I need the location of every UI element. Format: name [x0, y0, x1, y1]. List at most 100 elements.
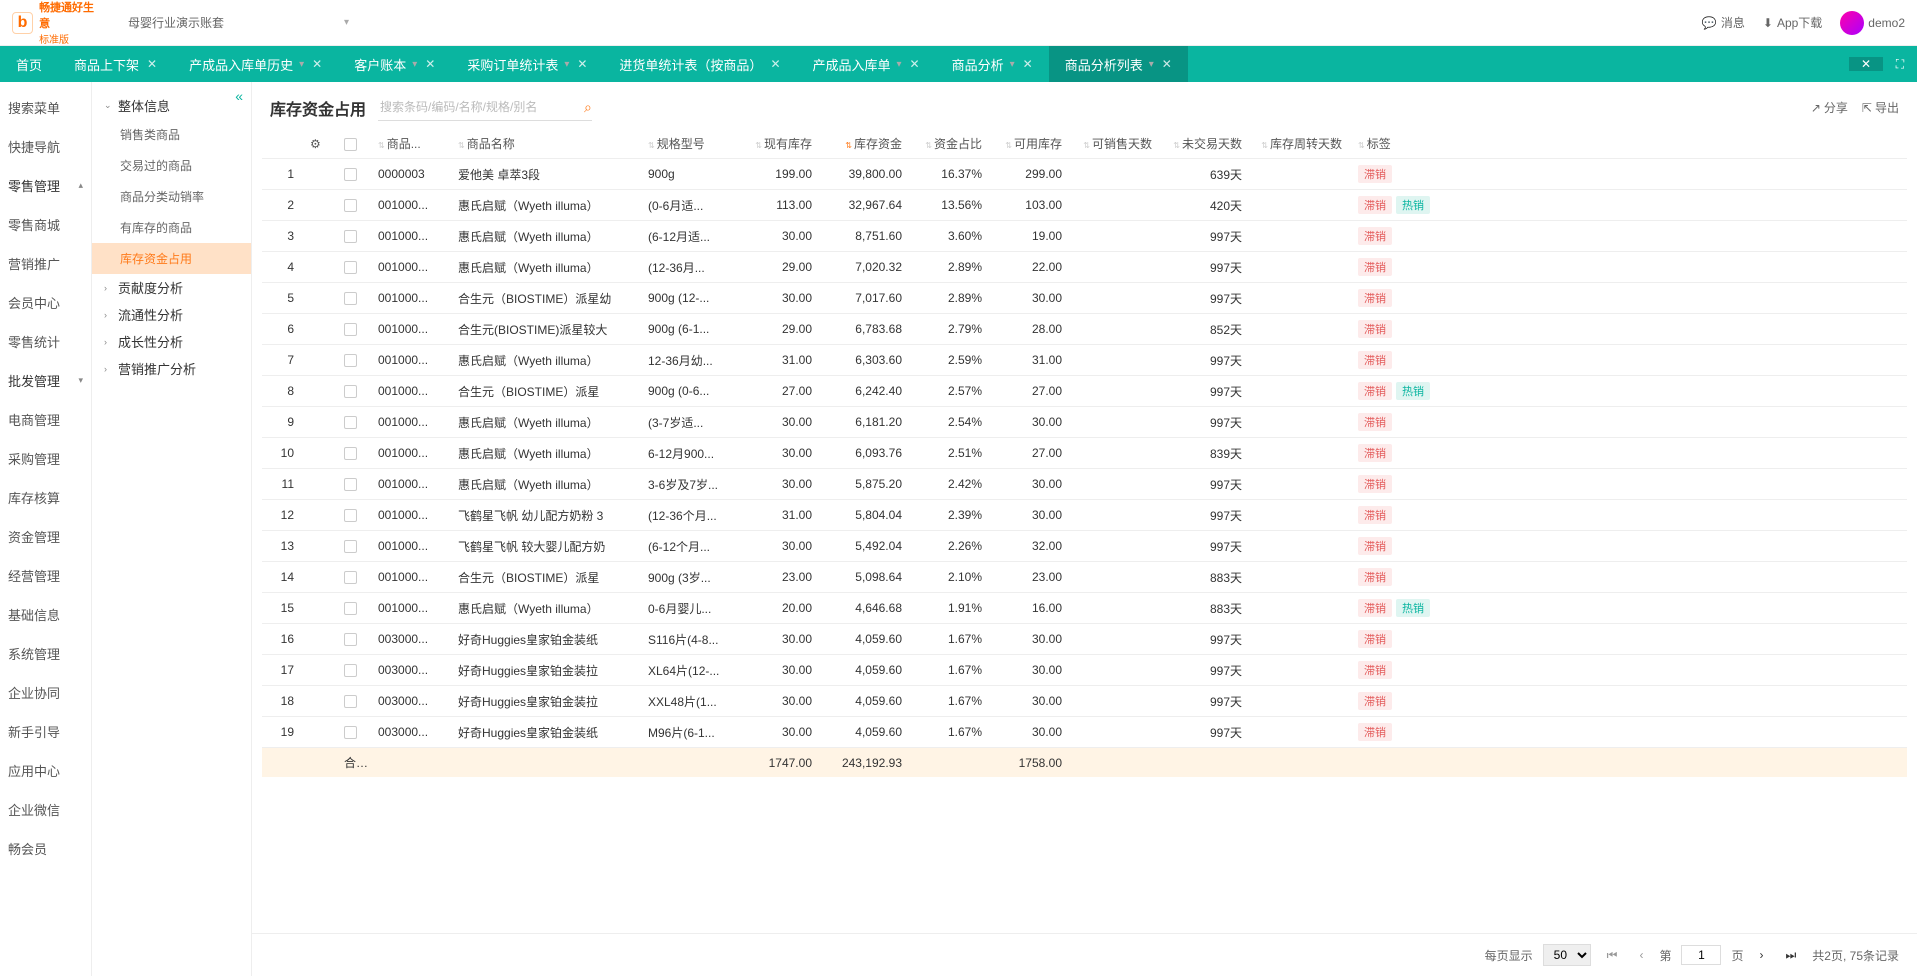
nav-会员中心[interactable]: 会员中心 [0, 283, 91, 322]
nav-应用中心[interactable]: 应用中心 [0, 751, 91, 790]
col-spec[interactable]: ⇅规格型号 [640, 129, 740, 159]
select-all[interactable] [336, 129, 370, 159]
nav-经营管理[interactable]: 经营管理 [0, 556, 91, 595]
close-icon[interactable]: ✕ [910, 57, 920, 71]
table-row[interactable]: 19003000...好奇Huggies皇家铂金装纸M96片(6-1...30.… [262, 717, 1907, 748]
close-icon[interactable]: ✕ [312, 57, 322, 71]
tab-fullscreen[interactable]: ⛶ [1883, 57, 1917, 72]
tab-客户账本[interactable]: 客户账本▾✕ [338, 46, 451, 82]
close-icon[interactable]: ✕ [1023, 57, 1033, 71]
nav-零售管理[interactable]: 零售管理▴ [0, 166, 91, 205]
col-stock[interactable]: ⇅现有库存 [740, 129, 820, 159]
table-row[interactable]: 11001000...惠氏启赋（Wyeth illuma）3-6岁及7岁...3… [262, 469, 1907, 500]
table-row[interactable]: 14001000...合生元（BIOSTIME）派星900g (3岁...23.… [262, 562, 1907, 593]
search-icon[interactable]: ⌕ [584, 99, 592, 116]
row-checkbox[interactable] [336, 252, 370, 283]
nav-企业协同[interactable]: 企业协同 [0, 673, 91, 712]
nav-电商管理[interactable]: 电商管理 [0, 400, 91, 439]
row-checkbox[interactable] [336, 624, 370, 655]
tab-产成品入库单[interactable]: 产成品入库单▾✕ [797, 46, 936, 82]
page-input[interactable] [1681, 945, 1721, 965]
nav-营销推广[interactable]: 营销推广 [0, 244, 91, 283]
tab-商品分析列表[interactable]: 商品分析列表▾✕ [1049, 46, 1188, 82]
row-checkbox[interactable] [336, 190, 370, 221]
nav-零售统计[interactable]: 零售统计 [0, 322, 91, 361]
close-icon[interactable]: ✕ [577, 57, 587, 71]
table-row[interactable]: 3001000...惠氏启赋（Wyeth illuma）(6-12月适...30… [262, 221, 1907, 252]
table-row[interactable]: 6001000...合生元(BIOSTIME)派星较大900g (6-1...2… [262, 314, 1907, 345]
table-container[interactable]: ⚙ ⇅商品... ⇅商品名称 ⇅规格型号 ⇅现有库存 ⇅库存资金 ⇅资金占比 ⇅… [252, 129, 1917, 933]
nav-零售商城[interactable]: 零售商城 [0, 205, 91, 244]
subnav-group-贡献度分析[interactable]: ›贡献度分析 [92, 274, 251, 301]
col-code[interactable]: ⇅商品... [370, 129, 450, 159]
nav-基础信息[interactable]: 基础信息 [0, 595, 91, 634]
table-row[interactable]: 15001000...惠氏启赋（Wyeth illuma）0-6月婴儿...20… [262, 593, 1907, 624]
collapse-subnav-icon[interactable]: « [235, 88, 243, 104]
table-row[interactable]: 10001000...惠氏启赋（Wyeth illuma）6-12月900...… [262, 438, 1907, 469]
close-icon[interactable]: ✕ [1162, 57, 1172, 71]
subnav-item-销售类商品[interactable]: 销售类商品 [92, 119, 251, 150]
nav-采购管理[interactable]: 采购管理 [0, 439, 91, 478]
subnav-item-有库存的商品[interactable]: 有库存的商品 [92, 212, 251, 243]
tab-close-all[interactable]: ✕ [1849, 57, 1883, 71]
table-row[interactable]: 16003000...好奇Huggies皇家铂金装纸S116片(4-8...30… [262, 624, 1907, 655]
subnav-item-库存资金占用[interactable]: 库存资金占用 [92, 243, 251, 274]
table-row[interactable]: 12001000...飞鹤星飞帆 幼儿配方奶粉 3(12-36个月...31.0… [262, 500, 1907, 531]
pager-first[interactable]: ⏮ [1601, 946, 1624, 965]
col-capital[interactable]: ⇅库存资金 [820, 129, 910, 159]
nav-畅会员[interactable]: 畅会员 [0, 829, 91, 868]
row-checkbox[interactable] [336, 562, 370, 593]
row-checkbox[interactable] [336, 593, 370, 624]
col-selldays[interactable]: ⇅可销售天数 [1070, 129, 1160, 159]
row-checkbox[interactable] [336, 159, 370, 190]
row-checkbox[interactable] [336, 221, 370, 252]
subnav-group-流通性分析[interactable]: ›流通性分析 [92, 301, 251, 328]
close-icon[interactable]: ✕ [425, 57, 435, 71]
subnav-group-营销推广分析[interactable]: ›营销推广分析 [92, 355, 251, 382]
row-checkbox[interactable] [336, 314, 370, 345]
row-checkbox[interactable] [336, 376, 370, 407]
tab-进货单统计表（按商品）[interactable]: 进货单统计表（按商品）✕ [603, 46, 796, 82]
messages-button[interactable]: 💬 消息 [1702, 14, 1745, 31]
table-row[interactable]: 7001000...惠氏启赋（Wyeth illuma）12-36月幼...31… [262, 345, 1907, 376]
table-row[interactable]: 5001000...合生元（BIOSTIME）派星幼900g (12-...30… [262, 283, 1907, 314]
close-icon[interactable]: ✕ [770, 57, 780, 71]
download-button[interactable]: ⬇ App下载 [1763, 14, 1822, 31]
table-row[interactable]: 2001000...惠氏启赋（Wyeth illuma）(0-6月适...113… [262, 190, 1907, 221]
tab-商品分析[interactable]: 商品分析▾✕ [936, 46, 1049, 82]
row-checkbox[interactable] [336, 345, 370, 376]
nav-快捷导航[interactable]: 快捷导航 [0, 127, 91, 166]
subnav-group-整体信息[interactable]: ⌄整体信息 [92, 92, 251, 119]
search-input[interactable] [378, 96, 578, 118]
close-icon[interactable]: ✕ [147, 57, 157, 71]
nav-新手引导[interactable]: 新手引导 [0, 712, 91, 751]
table-row[interactable]: 18003000...好奇Huggies皇家铂金装拉XXL48片(1...30.… [262, 686, 1907, 717]
row-checkbox[interactable] [336, 500, 370, 531]
tab-商品上下架[interactable]: 商品上下架✕ [58, 46, 173, 82]
tab-首页[interactable]: 首页 [0, 46, 58, 82]
subnav-item-交易过的商品[interactable]: 交易过的商品 [92, 150, 251, 181]
tab-采购订单统计表[interactable]: 采购订单统计表▾✕ [451, 46, 603, 82]
row-checkbox[interactable] [336, 407, 370, 438]
nav-批发管理[interactable]: 批发管理▾ [0, 361, 91, 400]
tab-产成品入库单历史[interactable]: 产成品入库单历史▾✕ [173, 46, 338, 82]
table-row[interactable]: 9001000...惠氏启赋（Wyeth illuma）(3-7岁适...30.… [262, 407, 1907, 438]
col-ratio[interactable]: ⇅资金占比 [910, 129, 990, 159]
col-name[interactable]: ⇅商品名称 [450, 129, 640, 159]
nav-资金管理[interactable]: 资金管理 [0, 517, 91, 556]
table-row[interactable]: 4001000...惠氏启赋（Wyeth illuma）(12-36月...29… [262, 252, 1907, 283]
nav-系统管理[interactable]: 系统管理 [0, 634, 91, 673]
subnav-group-成长性分析[interactable]: ›成长性分析 [92, 328, 251, 355]
subnav-item-商品分类动销率[interactable]: 商品分类动销率 [92, 181, 251, 212]
col-tags[interactable]: ⇅标签 [1350, 129, 1450, 159]
pager-prev[interactable]: ‹ [1633, 946, 1649, 964]
col-turnover[interactable]: ⇅库存周转天数 [1250, 129, 1350, 159]
export-button[interactable]: ⇱ 导出 [1862, 99, 1899, 116]
settings-column[interactable]: ⚙ [302, 129, 336, 159]
row-checkbox[interactable] [336, 438, 370, 469]
share-button[interactable]: ↗ 分享 [1811, 99, 1848, 116]
nav-库存核算[interactable]: 库存核算 [0, 478, 91, 517]
row-checkbox[interactable] [336, 686, 370, 717]
row-checkbox[interactable] [336, 717, 370, 748]
row-checkbox[interactable] [336, 655, 370, 686]
